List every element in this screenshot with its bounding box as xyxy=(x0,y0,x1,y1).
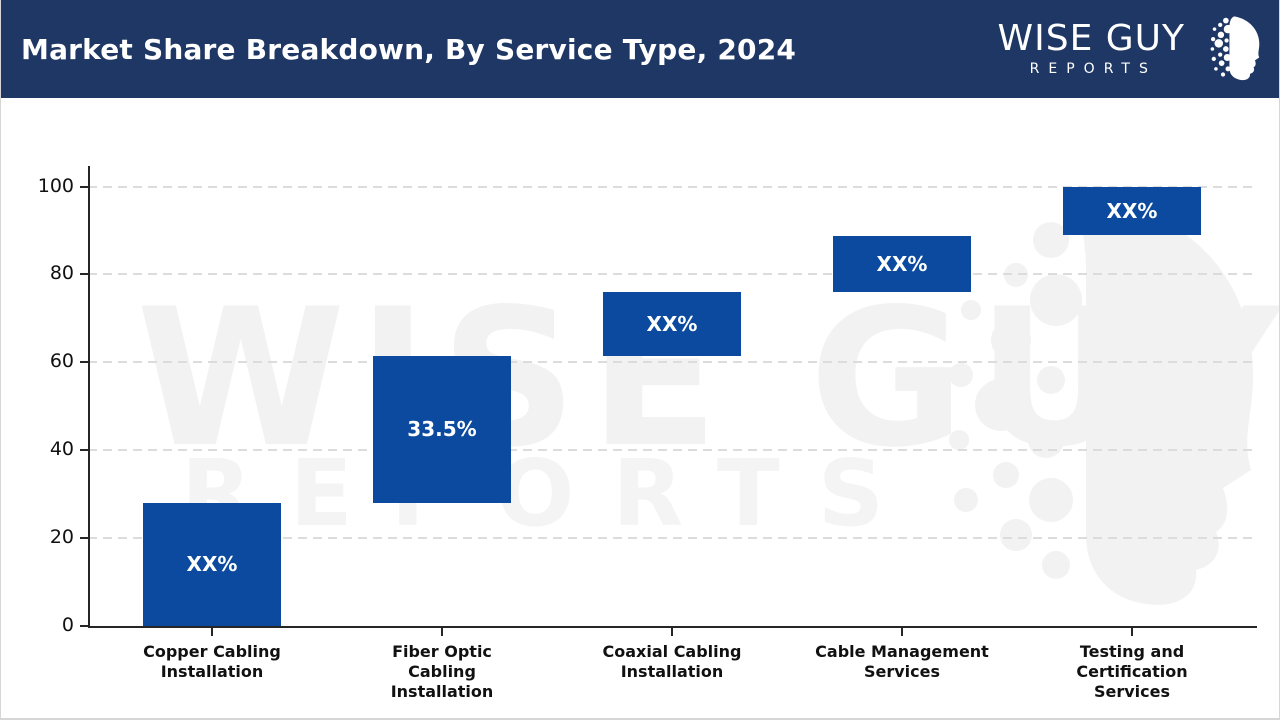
bar-segment: XX% xyxy=(603,291,741,356)
y-axis-tick xyxy=(80,537,88,540)
x-category-label: Cable Management Services xyxy=(787,642,1017,682)
x-category-label: Coaxial Cabling Installation xyxy=(557,642,787,682)
x-category-label-line: Testing and xyxy=(1079,642,1185,661)
x-category-label-line: Fiber Optic xyxy=(392,642,492,661)
bar-value-label: 33.5% xyxy=(407,417,477,442)
watermark-text-secondary: REPORTS xyxy=(181,440,923,547)
y-axis-line xyxy=(88,166,90,628)
bar-segment: XX% xyxy=(833,235,971,292)
x-axis-line xyxy=(88,626,1257,628)
grid-line xyxy=(88,449,1257,452)
y-tick-label: 80 xyxy=(49,262,74,285)
chart-title: Market Share Breakdown, By Service Type,… xyxy=(21,32,797,66)
header-bar: Market Share Breakdown, By Service Type,… xyxy=(1,0,1279,98)
y-axis-tick xyxy=(80,273,88,276)
y-axis-tick xyxy=(80,449,88,452)
bar-value-label: XX% xyxy=(1106,198,1158,223)
x-axis-tick xyxy=(671,628,673,636)
x-category-label-line: Coaxial Cabling xyxy=(602,642,742,661)
x-category-label-line: Copper Cabling xyxy=(143,642,281,661)
x-axis-tick xyxy=(901,628,903,636)
x-category-label: Copper Cabling Installation xyxy=(97,642,327,682)
grid-line xyxy=(88,537,1257,540)
y-axis-tick xyxy=(80,361,88,364)
bar-segment: XX% xyxy=(143,502,281,626)
y-tick-label: 0 xyxy=(61,614,74,636)
x-axis-tick xyxy=(441,628,443,636)
x-category-label: Fiber Optic Cabling Installation xyxy=(327,642,557,702)
x-category-label-line: Cable Management xyxy=(815,642,989,661)
bar-value-label: XX% xyxy=(876,251,928,276)
x-category-label-line: Installation xyxy=(160,662,264,681)
dotted-head-logo-icon xyxy=(1210,16,1260,81)
x-category-label-line: Certification xyxy=(1076,662,1188,681)
bar-value-label: XX% xyxy=(186,552,238,577)
y-axis-tick xyxy=(80,185,88,188)
brand-logo-text: WISE GUY REPORTS xyxy=(997,18,1186,78)
bar-segment: XX% xyxy=(1063,186,1201,235)
grid-line xyxy=(88,185,1257,188)
brand-subname: REPORTS xyxy=(1029,61,1157,77)
x-axis-tick xyxy=(1131,628,1133,636)
x-category-label-line: Installation xyxy=(620,662,724,681)
y-axis-tick xyxy=(80,625,88,627)
x-category-label: Testing and Certification Services xyxy=(1017,642,1247,702)
brand-name: WISE GUY xyxy=(997,18,1185,59)
bar-segment: 33.5% xyxy=(373,355,511,503)
y-tick-label: 40 xyxy=(49,438,74,461)
brand-logo: WISE GUY REPORTS xyxy=(998,7,1268,91)
x-category-label-line: Services xyxy=(1093,682,1171,701)
grid-line xyxy=(88,273,1257,276)
x-axis-tick xyxy=(211,628,213,636)
y-tick-label: 20 xyxy=(49,526,74,549)
x-category-label-line: Installation xyxy=(390,682,494,701)
x-category-label-line: Services xyxy=(863,662,941,681)
bar-value-label: XX% xyxy=(646,311,698,336)
grid-line xyxy=(88,361,1257,364)
watermark-head-icon xyxy=(949,200,1254,605)
y-tick-label: 100 xyxy=(37,174,74,197)
y-tick-label: 60 xyxy=(49,350,74,373)
x-category-label-line: Cabling xyxy=(408,662,476,681)
